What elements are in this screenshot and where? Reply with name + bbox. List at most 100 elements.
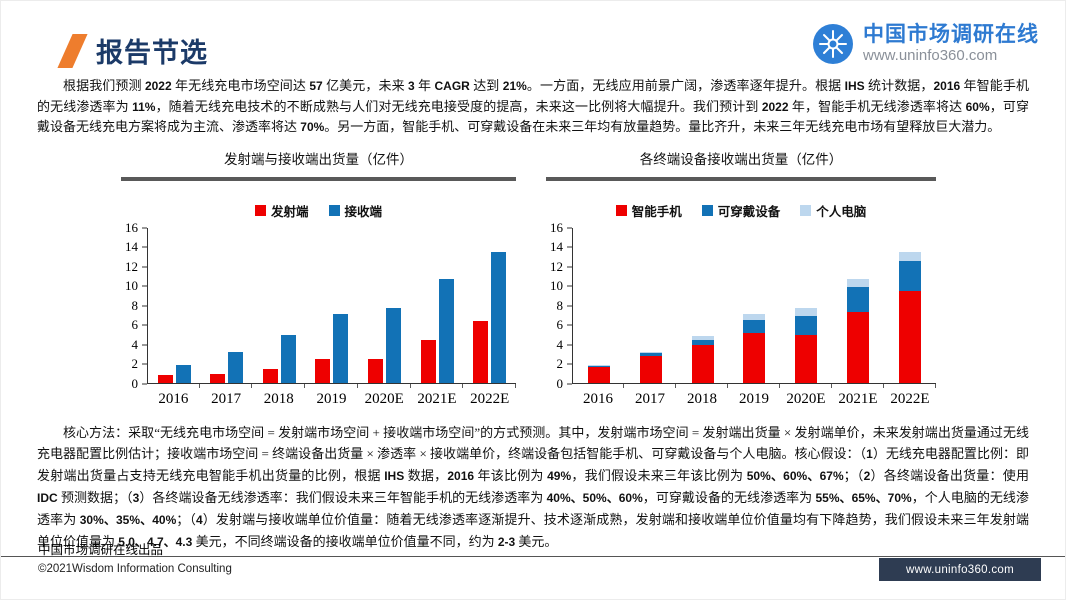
plot-bars xyxy=(572,227,936,384)
stacked-bar xyxy=(795,228,818,383)
plot-bars xyxy=(147,227,516,384)
x-axis-ticks xyxy=(572,383,936,388)
bar-group xyxy=(795,228,818,383)
x-axis-labels: 2016 2017 2018 2019 2020E 2021E 2022E xyxy=(147,388,516,408)
y-axis-tick xyxy=(567,285,572,287)
legend-label: 个人电脑 xyxy=(816,204,867,219)
y-axis-label: 2 xyxy=(131,356,139,371)
y-axis-tick xyxy=(142,266,147,267)
stacked-bar xyxy=(847,228,870,383)
legend-item: 接收端 xyxy=(328,201,383,220)
x-axis-label: 2019 xyxy=(739,390,769,407)
legend-item: 可穿戴设备 xyxy=(701,201,781,220)
legend-item: 个人电脑 xyxy=(800,201,866,220)
bar xyxy=(491,251,507,383)
header-title-group: 报告节选 xyxy=(57,31,208,70)
stacked-bar xyxy=(898,228,921,383)
bar-group xyxy=(847,228,870,383)
y-axis: 0 2 4 6 8 10 12 14 16 xyxy=(121,220,147,391)
bar-group xyxy=(898,228,921,383)
bar xyxy=(438,278,454,383)
y-axis-label: 8 xyxy=(556,297,564,313)
chart-transmitter-receiver: 发射端与接收端出货量（亿件） 发射端 接收端 0 2 4 6 8 10 12 14 16 2016… xyxy=(121,148,517,408)
y-axis-label: 12 xyxy=(550,258,563,274)
page-title: 报告节选 xyxy=(96,38,208,68)
bar xyxy=(333,313,349,383)
bar-group xyxy=(587,228,610,383)
brand-texts: 中国市场调研在线 www.uninfo360.com xyxy=(863,23,1039,64)
y-axis-label: 16 xyxy=(550,219,563,235)
y-axis: 0 2 4 6 8 10 12 14 16 xyxy=(546,220,572,391)
legend-label: 接收端 xyxy=(344,204,383,219)
stacked-bar xyxy=(587,228,610,383)
y-axis-label: 14 xyxy=(125,239,138,254)
bar xyxy=(210,373,226,383)
stacked-bar xyxy=(639,228,662,383)
legend-label: 可穿戴设备 xyxy=(717,204,781,219)
x-axis-label: 2021E xyxy=(838,390,878,407)
stack-segment xyxy=(847,311,870,383)
bar-group xyxy=(157,228,191,383)
brand-name: 中国市场调研在线 xyxy=(863,23,1039,47)
stack-segment xyxy=(639,355,662,383)
intro-paragraph: 根据我们预测 2022 年无线充电市场空间达 57 亿美元，未来 3 年 CAG… xyxy=(37,78,1029,134)
stack-segment xyxy=(587,365,610,367)
bar xyxy=(228,351,244,383)
bar xyxy=(262,368,278,383)
y-axis-label: 4 xyxy=(556,336,564,352)
stack-segment xyxy=(898,251,921,262)
bar-group xyxy=(210,228,244,383)
y-axis-tick xyxy=(142,324,147,326)
legend-label: 发射端 xyxy=(270,204,309,219)
bar-group xyxy=(743,228,766,383)
brand-website: www.uninfo360.com xyxy=(863,47,998,65)
stack-segment xyxy=(691,340,714,345)
y-axis-tick xyxy=(567,324,572,326)
bar xyxy=(368,358,384,383)
stacked-bar xyxy=(743,228,766,383)
x-axis-tick xyxy=(147,383,200,388)
bar-group xyxy=(315,228,349,383)
y-axis-tick xyxy=(567,344,572,345)
legend-item: 智能手机 xyxy=(615,201,682,220)
y-axis-tick xyxy=(142,227,147,228)
x-axis-tick xyxy=(572,383,624,388)
y-axis-tick xyxy=(142,363,147,365)
footer-copyright: ©2021Wisdom Information Consulting xyxy=(38,563,232,575)
chart-divider xyxy=(546,176,936,181)
x-axis-tick xyxy=(252,383,306,388)
plot-area: 0 2 4 6 8 10 12 14 16 xyxy=(546,220,936,391)
x-axis-tick xyxy=(200,383,253,388)
bar-group xyxy=(262,228,296,383)
stack-segment xyxy=(587,366,610,367)
legend-swatch-icon xyxy=(701,204,713,216)
bar xyxy=(280,335,296,383)
x-axis-labels: 2016 2017 2018 2019 2020E 2021E 2022E xyxy=(572,388,936,408)
x-axis-tick xyxy=(624,383,676,388)
x-axis-tick xyxy=(463,383,517,388)
x-axis-label: 2020E xyxy=(786,390,826,407)
y-axis-label: 0 xyxy=(131,375,139,391)
y-axis-label: 10 xyxy=(125,278,138,293)
snowflake-logo-icon xyxy=(813,24,853,64)
bar xyxy=(473,321,489,383)
stack-segment xyxy=(639,351,662,354)
y-axis-tick xyxy=(142,305,147,306)
chart-title: 各终端设备接收端出货量（亿件） xyxy=(639,151,843,167)
y-axis-label: 0 xyxy=(556,375,564,391)
page-footer: 中国市场调研在线出品 ©2021Wisdom Information Consu… xyxy=(1,537,1065,599)
method-paragraph: 核心方法：采取“无线充电市场空间 = 发射端市场空间 + 接收端市场空间”的方式… xyxy=(37,424,1029,549)
legend-item: 发射端 xyxy=(254,201,309,220)
x-axis-tick xyxy=(832,383,884,388)
legend-swatch-icon xyxy=(328,204,340,216)
plot-area: 0 2 4 6 8 10 12 14 16 xyxy=(121,220,516,391)
x-axis-tick xyxy=(884,383,936,388)
stack-segment xyxy=(795,308,818,316)
chart-divider xyxy=(121,176,516,181)
y-axis-tick xyxy=(567,305,572,306)
x-axis-ticks xyxy=(147,383,517,388)
stack-segment xyxy=(795,315,818,336)
x-axis-label: 2019 xyxy=(316,390,347,407)
y-axis-label: 8 xyxy=(131,297,139,313)
